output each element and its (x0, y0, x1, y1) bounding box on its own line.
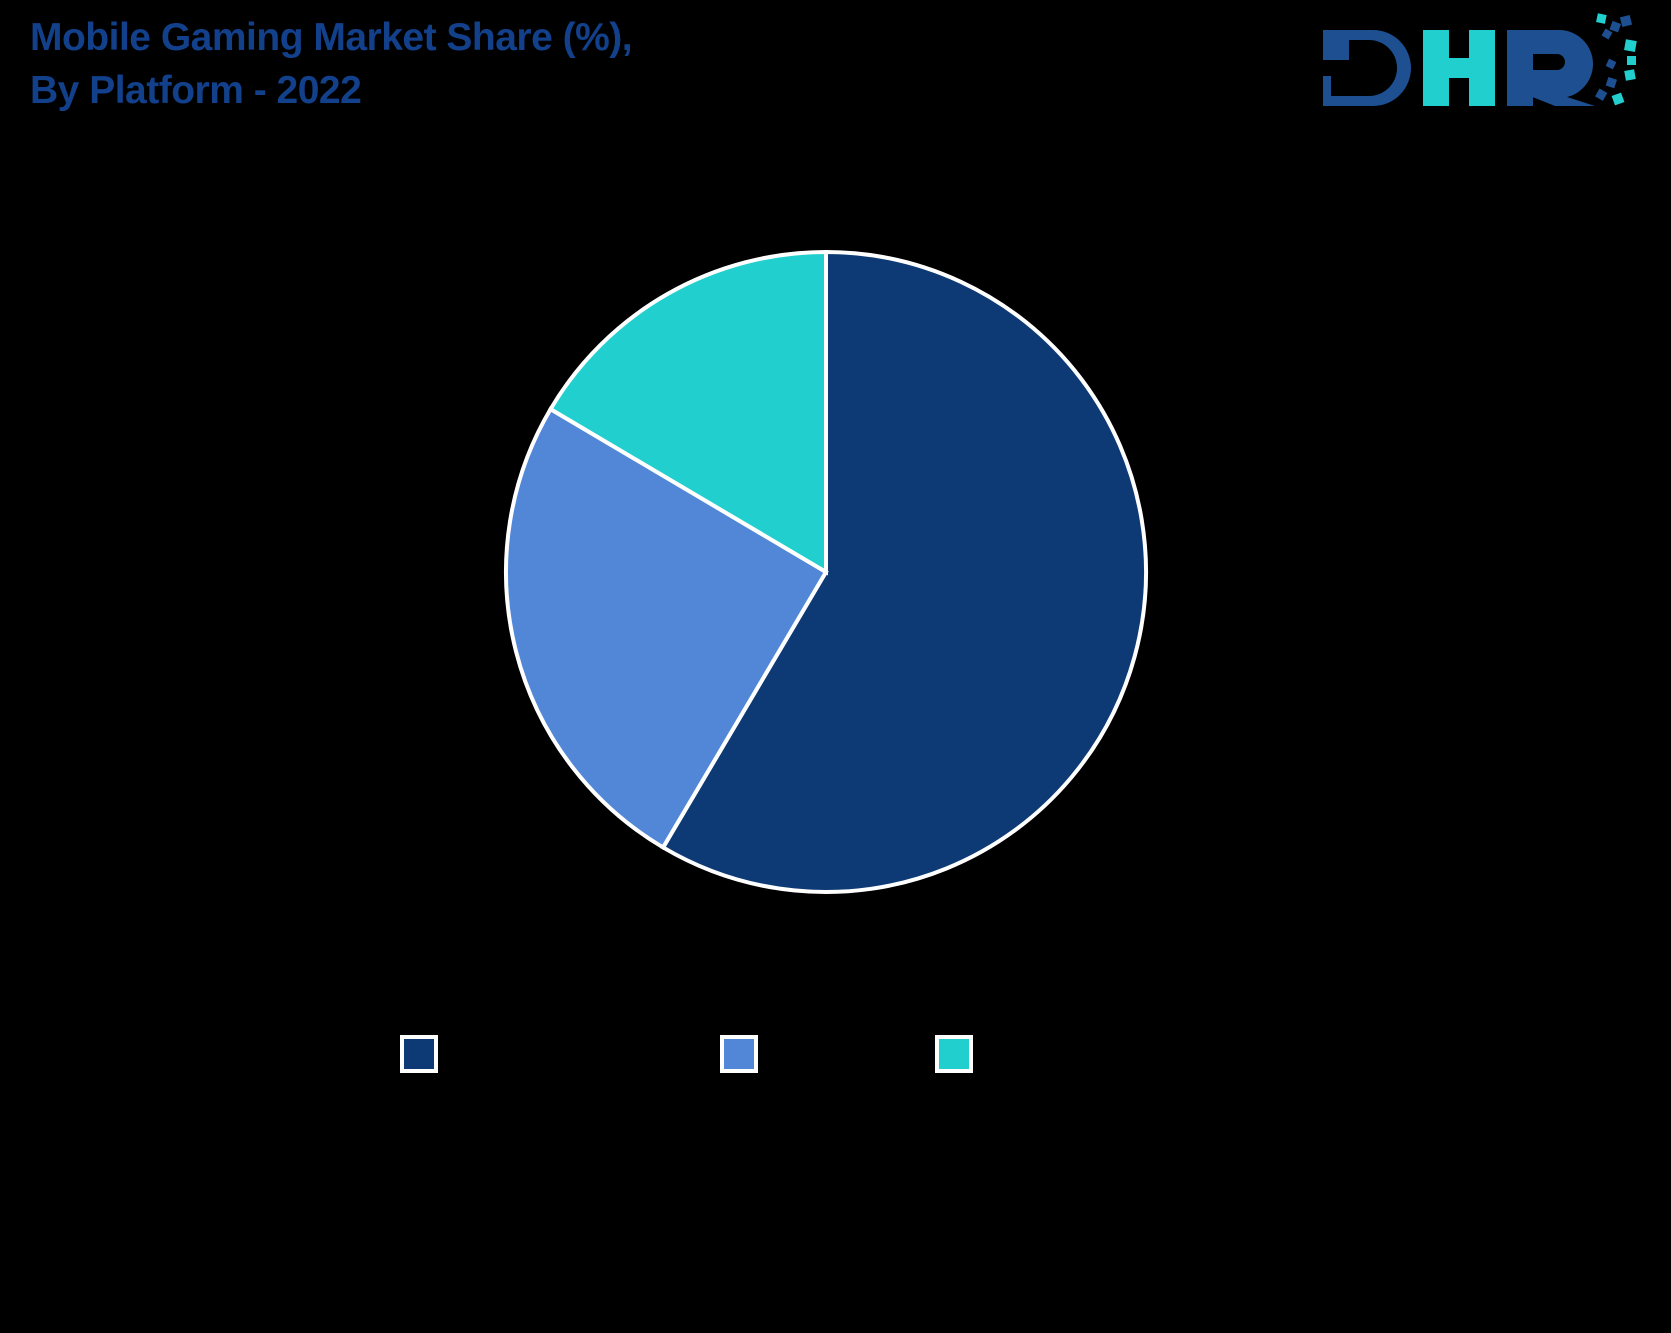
logo-letter-h-icon (1423, 30, 1495, 106)
pie-chart-svg (504, 249, 1148, 894)
pie-slice-others[interactable] (547, 249, 828, 576)
legend-item-others[interactable]: Others (935, 1035, 1046, 1073)
pie-slice-android[interactable] (660, 249, 1148, 894)
legend-swatch-others (935, 1035, 973, 1073)
page-title: Mobile Gaming Market Share (%), By Platf… (30, 12, 930, 117)
logo-dots-icon (1595, 13, 1637, 106)
legend-label-ios: iOS (768, 1042, 804, 1065)
legend-swatch-ios (720, 1035, 758, 1073)
page-title-line-1: Mobile Gaming Market Share (%), (30, 16, 633, 59)
pie-slice-ios[interactable] (504, 406, 829, 851)
page-title-line-2: By Platform - 2022 (30, 68, 362, 112)
logo-letter-r-icon (1507, 30, 1595, 106)
chart-legend: Android iOS Others (380, 1035, 1080, 1095)
legend-swatch-android (400, 1035, 438, 1073)
logo-letter-d-icon (1323, 30, 1411, 106)
legend-label-android: Android (448, 1042, 521, 1065)
legend-item-ios[interactable]: iOS (720, 1035, 803, 1073)
legend-item-android[interactable]: Android (400, 1035, 520, 1073)
dhr-logo (1311, 8, 1641, 128)
pie-slices (504, 249, 1148, 894)
legend-label-others: Others (983, 1042, 1047, 1065)
